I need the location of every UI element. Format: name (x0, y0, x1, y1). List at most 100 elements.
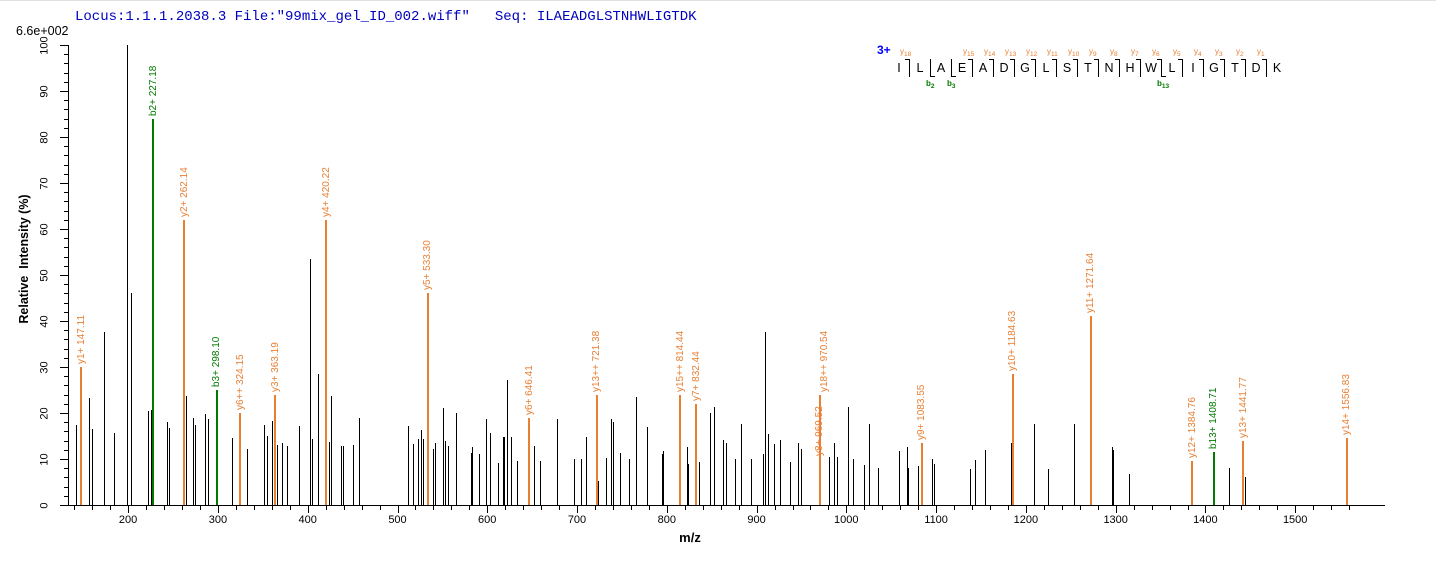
x-minor-tick (1349, 506, 1351, 510)
ion-label-y2p: y2+ 262.14 (178, 167, 190, 217)
x-minor-tick (648, 506, 650, 510)
y-minor-tick (64, 468, 68, 470)
y-ion-marker-y5: y5 (1173, 47, 1181, 58)
peak (527, 445, 529, 505)
peak (127, 45, 129, 505)
y-minor-tick (64, 486, 68, 488)
residue-14-L: L (1168, 61, 1176, 75)
residue-17-T: T (1231, 61, 1239, 75)
peak (352, 445, 354, 505)
peak (281, 442, 283, 505)
peak (510, 437, 512, 505)
x-minor-tick (451, 506, 453, 510)
peak (847, 407, 849, 505)
x-minor-tick (684, 506, 686, 510)
ion-label-y15pp: y15++ 814.44 (674, 330, 686, 392)
peak (686, 447, 688, 505)
peak (636, 396, 638, 505)
sequence-text: Seq: ILAEADGLSTNHWLIGTDK (494, 9, 697, 25)
peak (917, 465, 919, 505)
x-minor-tick (918, 506, 920, 510)
x-minor-tick (1151, 506, 1153, 510)
y-minor-tick (64, 173, 68, 175)
peak (906, 447, 908, 505)
x-minor-tick (182, 506, 183, 510)
peak (931, 459, 933, 505)
peak (605, 458, 607, 505)
ion-label-y18pp: y18++ 970.54 (818, 330, 830, 392)
peak (485, 419, 487, 505)
ion-label-y5p: y5+ 533.30 (422, 240, 434, 291)
x-minor-tick (469, 506, 471, 510)
peak (413, 443, 415, 505)
residue-11-N: N (1104, 61, 1114, 75)
peak (868, 423, 870, 505)
y-minor-tick (64, 357, 68, 359)
x-minor-tick (1007, 506, 1009, 510)
peak (734, 459, 736, 505)
peak (433, 448, 435, 505)
peak (246, 449, 248, 505)
x-minor-tick (1259, 506, 1261, 510)
y-minor-tick (64, 293, 68, 295)
peak (750, 459, 752, 505)
residue-10-T: T (1084, 61, 1092, 75)
peak (878, 468, 880, 505)
peak (286, 446, 288, 505)
residue-16-G: G (1209, 61, 1219, 75)
y-tick-label: 70 (38, 177, 51, 190)
ion-peak-b2p (152, 118, 155, 505)
peak (490, 432, 491, 505)
peak (790, 461, 792, 505)
ion-label-y14p: y14+ 1556.83 (1341, 374, 1353, 436)
ion-label-y11p: y11+ 1271.64 (1085, 253, 1097, 314)
peak (194, 424, 196, 505)
peak (970, 468, 972, 505)
y-ion-marker-y4: y4 (1194, 47, 1202, 58)
peak (1074, 423, 1076, 505)
peak (613, 422, 615, 505)
peak (264, 424, 266, 505)
x-minor-tick (792, 506, 794, 510)
y-minor-tick (64, 238, 68, 240)
y-minor-tick (64, 495, 68, 497)
x-minor-tick (200, 506, 201, 510)
x-minor-tick (253, 506, 255, 510)
y-major-tick (60, 459, 68, 460)
peak (91, 429, 93, 505)
peak (661, 453, 663, 505)
x-tick-label: 500 (388, 514, 407, 526)
y-minor-tick (64, 72, 68, 74)
y-ion-marker-y8: y8 (1110, 47, 1118, 58)
x-minor-tick (990, 506, 991, 510)
x-minor-tick (720, 506, 722, 510)
x-tick-label: 300 (208, 514, 228, 526)
peak (271, 420, 273, 505)
y-minor-tick (64, 201, 68, 203)
x-minor-tick (541, 506, 543, 510)
x-minor-tick (1313, 506, 1315, 510)
peak (581, 458, 583, 505)
ion-label-y9p: y9+ 1083.55 (916, 384, 928, 440)
y-major-tick (60, 321, 68, 322)
peak (1111, 447, 1113, 505)
x-minor-tick (164, 506, 166, 510)
peak (147, 410, 149, 505)
x-minor-tick (1043, 506, 1045, 510)
peak (834, 442, 835, 505)
peak (688, 463, 690, 505)
ion-peak-y1p (80, 367, 83, 505)
y-minor-tick (64, 192, 68, 194)
x-tick-label: 1200 (1013, 514, 1039, 526)
peak (533, 445, 535, 505)
x-minor-tick (415, 506, 417, 510)
ion-label-y3p: y3+ 363.19 (269, 341, 281, 392)
peak (340, 446, 342, 505)
b-ion-marker-b2: b2 (926, 79, 935, 90)
ion-peak-y3p (274, 394, 277, 505)
x-minor-tick (1241, 506, 1243, 510)
y-minor-tick (64, 109, 68, 111)
x-minor-tick (271, 506, 273, 510)
y-minor-tick (64, 302, 68, 304)
peak (585, 436, 587, 505)
